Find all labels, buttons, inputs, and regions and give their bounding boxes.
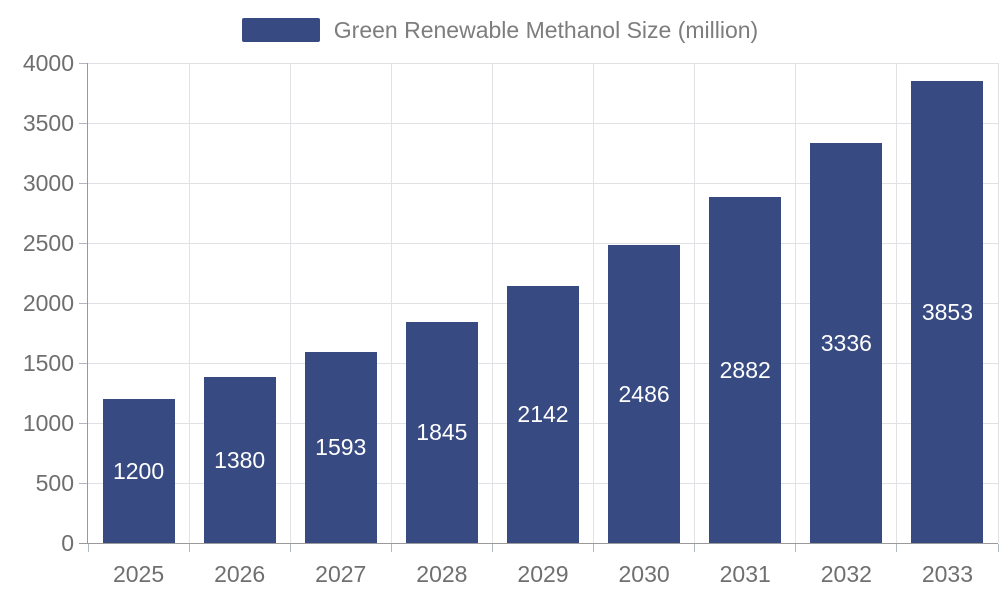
bar-2031[interactable] [709, 197, 782, 543]
bar-value-label: 3336 [820, 329, 872, 356]
x-axis-tick-label: 2031 [719, 561, 771, 587]
y-axis-tick-label: 3000 [22, 170, 74, 196]
y-axis-tick-label: 4000 [22, 50, 74, 76]
x-gridline [593, 63, 595, 543]
plot-area: 1200 1380 1593 1845 2142 2486 2882 3336 3853 [79, 62, 999, 552]
x-gridline [896, 63, 898, 543]
bar-value-label: 2486 [618, 380, 670, 407]
x-axis-tick [593, 544, 595, 552]
y-gridline [88, 182, 998, 184]
x-gridline [997, 63, 999, 543]
x-axis-tick [491, 544, 493, 552]
x-axis-tick-label: 2027 [315, 561, 367, 587]
bar-value-label: 2142 [517, 401, 569, 428]
legend[interactable]: Green Renewable Methanol Size (million) [0, 16, 1000, 44]
x-axis-tick [997, 544, 999, 552]
x-axis-line [79, 543, 998, 544]
x-gridline [694, 63, 696, 543]
x-gridline [795, 63, 797, 543]
x-axis-tick-label: 2028 [416, 561, 468, 587]
y-axis-tick [79, 362, 87, 364]
y-axis-tick-label: 1500 [22, 350, 74, 376]
y-axis-tick [79, 242, 87, 244]
bar-value-label: 2882 [719, 357, 771, 384]
y-axis-tick-label: 1000 [22, 410, 74, 436]
y-axis-tick-label: 2000 [22, 290, 74, 316]
x-gridline [390, 63, 392, 543]
y-gridline [88, 242, 998, 244]
y-axis-tick [79, 422, 87, 424]
x-axis-tick [795, 544, 797, 552]
x-axis-tick [289, 544, 291, 552]
bar-2033[interactable] [911, 80, 984, 543]
bar-2026[interactable] [203, 377, 276, 543]
x-axis-tick-label: 2030 [618, 561, 670, 587]
y-axis-tick-label: 3500 [22, 110, 74, 136]
y-axis-tick [79, 62, 87, 64]
legend-swatch[interactable] [241, 18, 320, 42]
x-axis-tick [87, 544, 89, 552]
x-axis-tick [694, 544, 696, 552]
x-axis-tick-label: 2025 [112, 561, 165, 587]
bar-2027[interactable] [304, 351, 377, 543]
legend-label[interactable]: Green Renewable Methanol Size (million) [333, 17, 759, 43]
y-axis-line [87, 63, 88, 543]
bar-value-label: 1200 [112, 458, 165, 484]
bar-value-label: 1845 [416, 419, 468, 446]
x-axis-tick-label: 2029 [517, 561, 569, 587]
y-axis-tick [79, 302, 87, 304]
y-axis-tick-label: 500 [35, 470, 74, 496]
x-axis-tick-label: 2026 [214, 561, 266, 587]
x-gridline [289, 63, 291, 543]
y-axis-tick-label: 2500 [22, 230, 74, 256]
bar-value-label: 1593 [315, 434, 367, 461]
bar-2029[interactable] [507, 285, 579, 543]
y-axis-tick [79, 482, 87, 484]
y-gridline [88, 122, 998, 124]
x-gridline [188, 63, 190, 543]
x-axis-tick-label: 2032 [820, 561, 872, 587]
x-gridline [491, 63, 493, 543]
x-axis-tick [896, 544, 898, 552]
x-axis-tick [390, 544, 392, 552]
x-axis-tick [188, 544, 190, 552]
bar-2030[interactable] [608, 244, 681, 543]
x-axis-tick-label: 2033 [921, 561, 974, 587]
bar-2025[interactable] [102, 399, 175, 543]
y-axis-tick [79, 182, 87, 184]
bar-2028[interactable] [405, 321, 478, 543]
bar-2032[interactable] [810, 142, 883, 543]
bar-value-label: 3853 [921, 298, 974, 325]
bar-value-label: 1380 [214, 447, 266, 474]
y-axis-tick-label: 0 [61, 530, 74, 556]
y-gridline [88, 62, 998, 64]
y-axis-tick [79, 122, 87, 124]
